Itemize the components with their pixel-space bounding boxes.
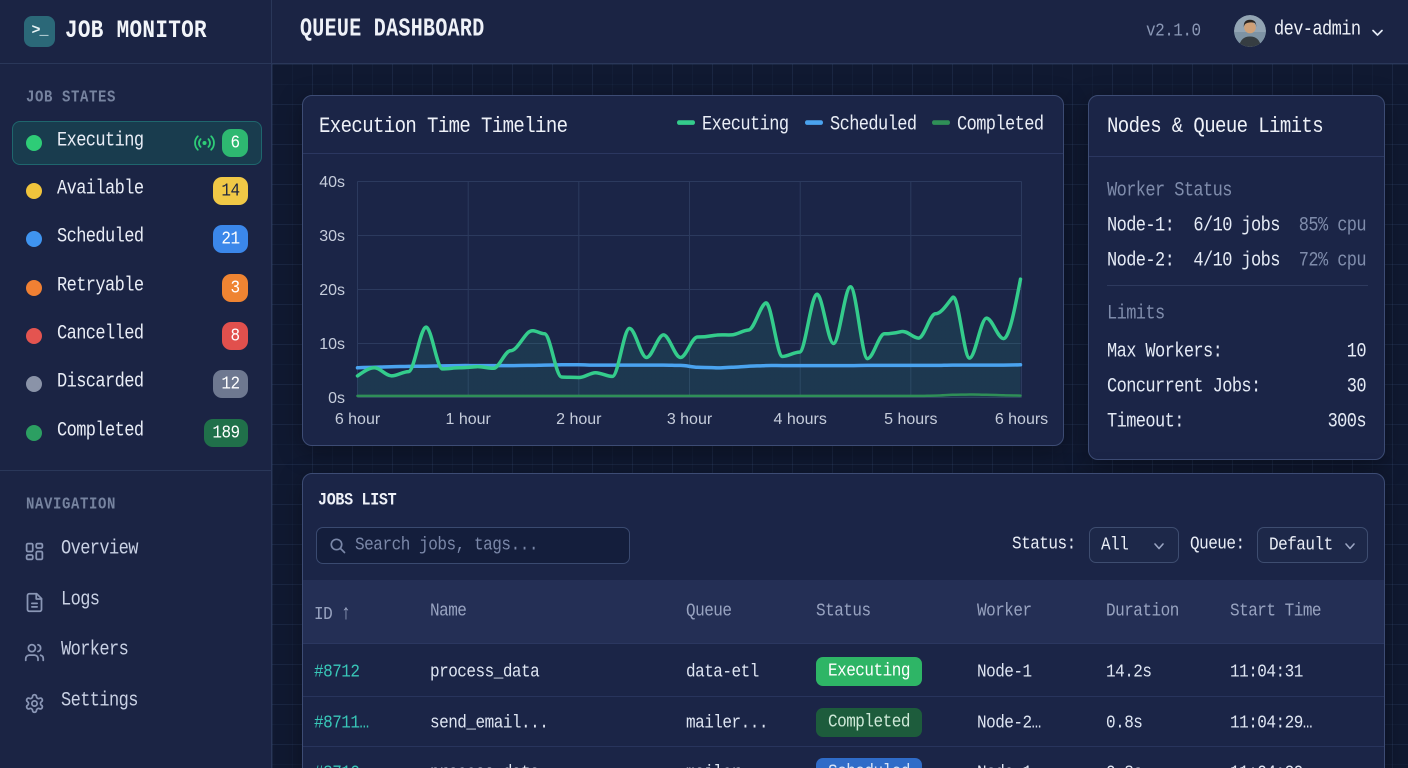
svg-text:2 hour: 2 hour: [556, 411, 602, 428]
svg-text:40s: 40s: [319, 174, 345, 191]
svg-text:30s: 30s: [319, 228, 345, 245]
svg-text:6 hours: 6 hours: [995, 411, 1048, 428]
svg-text:1 hour: 1 hour: [446, 411, 492, 428]
svg-text:6 hour: 6 hour: [335, 411, 381, 428]
svg-text:4 hours: 4 hours: [774, 411, 827, 428]
svg-text:3 hour: 3 hour: [667, 411, 713, 428]
svg-text:0s: 0s: [328, 390, 345, 407]
svg-text:5 hours: 5 hours: [884, 411, 937, 428]
svg-text:20s: 20s: [319, 282, 345, 299]
svg-text:10s: 10s: [319, 336, 345, 353]
